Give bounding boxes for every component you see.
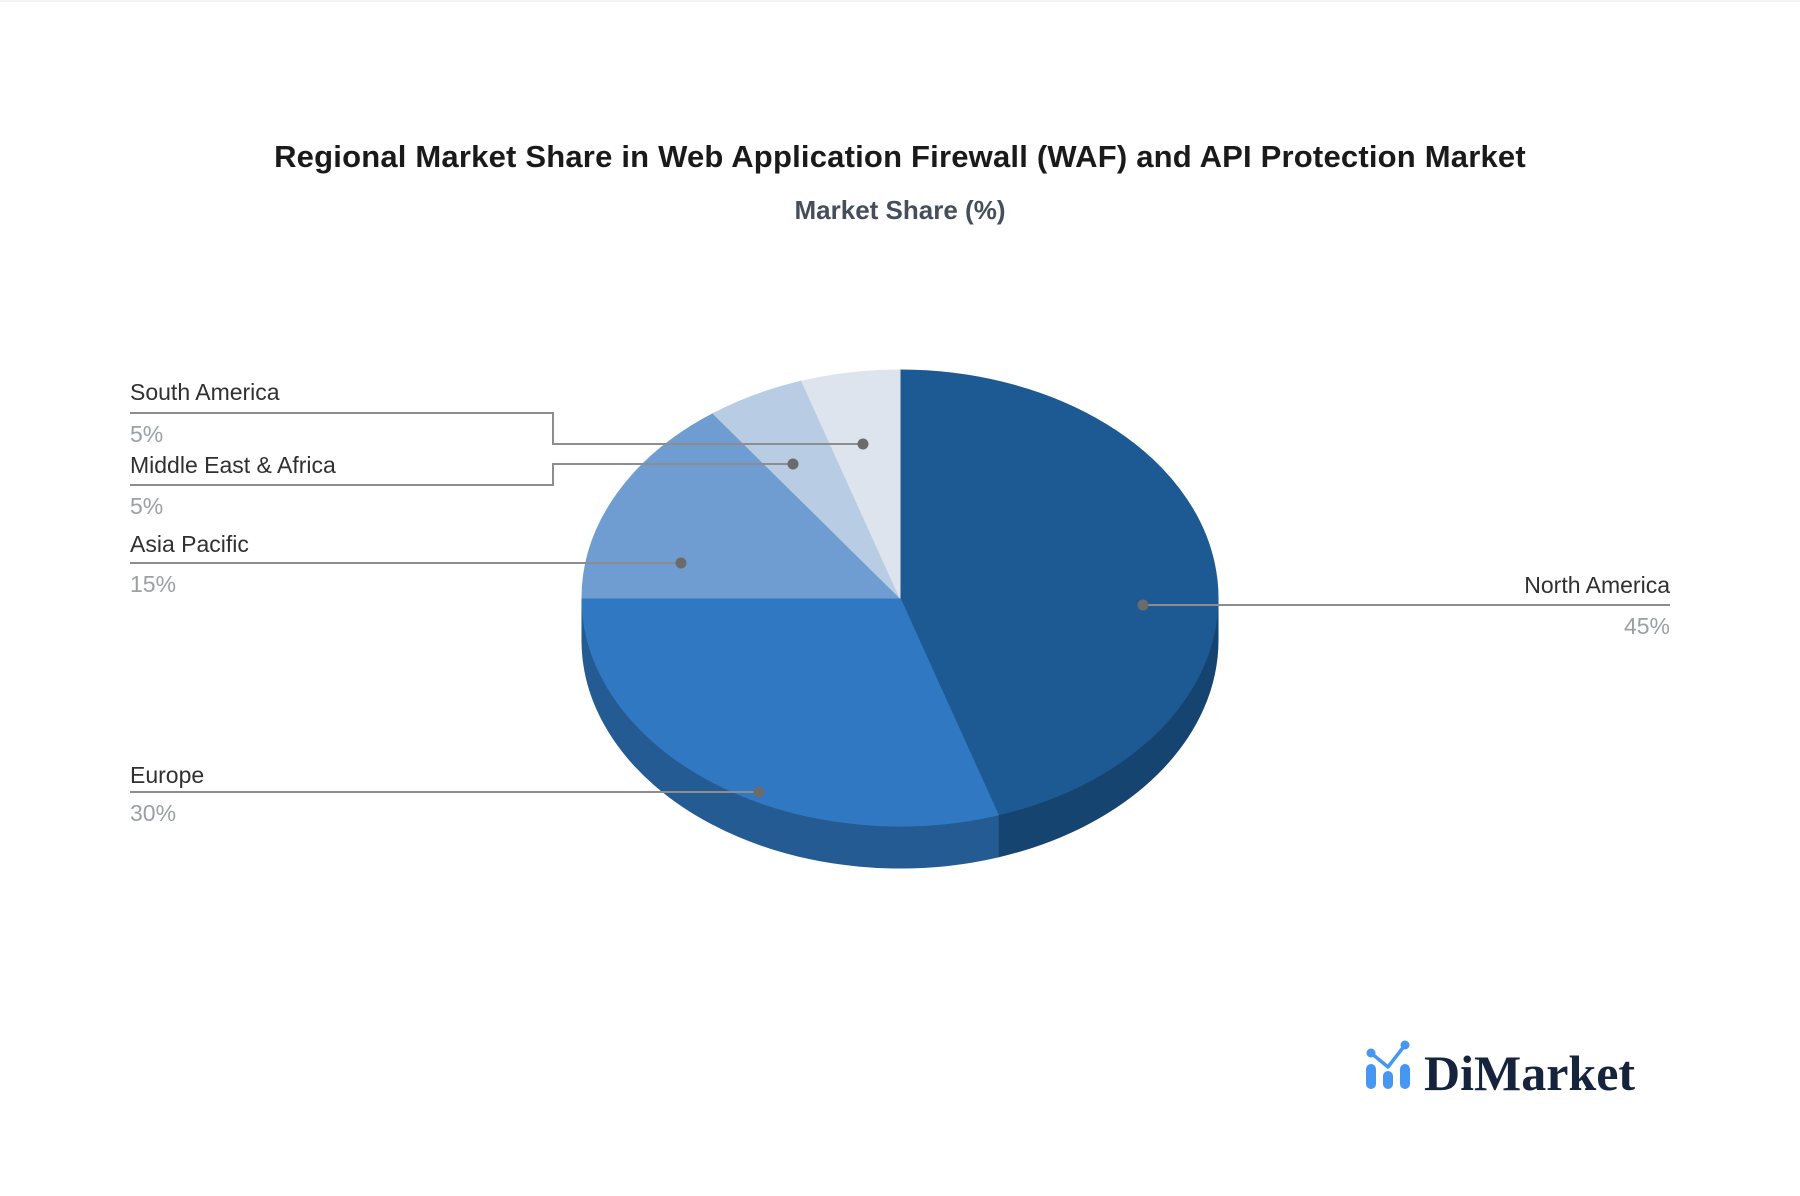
leader-dot-middle-east-africa (787, 458, 799, 470)
pie-slice-south-america[interactable] (801, 369, 901, 599)
slice-value-asia-pacific: 15% (130, 571, 177, 597)
logo-dot-right (1400, 1040, 1410, 1050)
slice-label-middle-east-africa: Middle East & Africa (130, 452, 336, 478)
logo-bar-3 (1400, 1064, 1410, 1089)
logo-bar-2 (1383, 1071, 1393, 1089)
slice-label-north-america: North America (1524, 572, 1670, 598)
logo-bar-1 (1366, 1064, 1376, 1089)
leader-line-south-america (130, 412, 863, 445)
leader-dot-asia-pacific (675, 557, 687, 569)
slice-label-europe: Europe (130, 762, 205, 788)
leader-dot-south-america (857, 438, 869, 450)
slice-value-europe: 30% (130, 800, 177, 826)
slice-label-south-america: South America (130, 379, 280, 405)
slice-value-south-america: 5% (130, 421, 164, 447)
logo-text: DiMarket (1424, 1045, 1636, 1101)
pie-slice-europe[interactable] (581, 597, 999, 827)
chart-title: Regional Market Share in Web Application… (274, 139, 1526, 174)
slice-value-north-america: 45% (1623, 613, 1670, 639)
pie-slice-north-america[interactable] (899, 369, 1219, 816)
pie-slice-asia-pacific[interactable] (581, 412, 902, 599)
slice-value-middle-east-africa: 5% (130, 493, 164, 519)
leader-dot-europe (753, 786, 765, 798)
chart-subtitle: Market Share (%) (794, 195, 1006, 225)
leader-dot-north-america (1137, 599, 1149, 611)
leader-line-middle-east-africa (130, 463, 793, 486)
logo-dot-left (1366, 1048, 1376, 1058)
logo-line (1369, 1043, 1407, 1069)
slice-label-asia-pacific: Asia Pacific (130, 531, 249, 557)
